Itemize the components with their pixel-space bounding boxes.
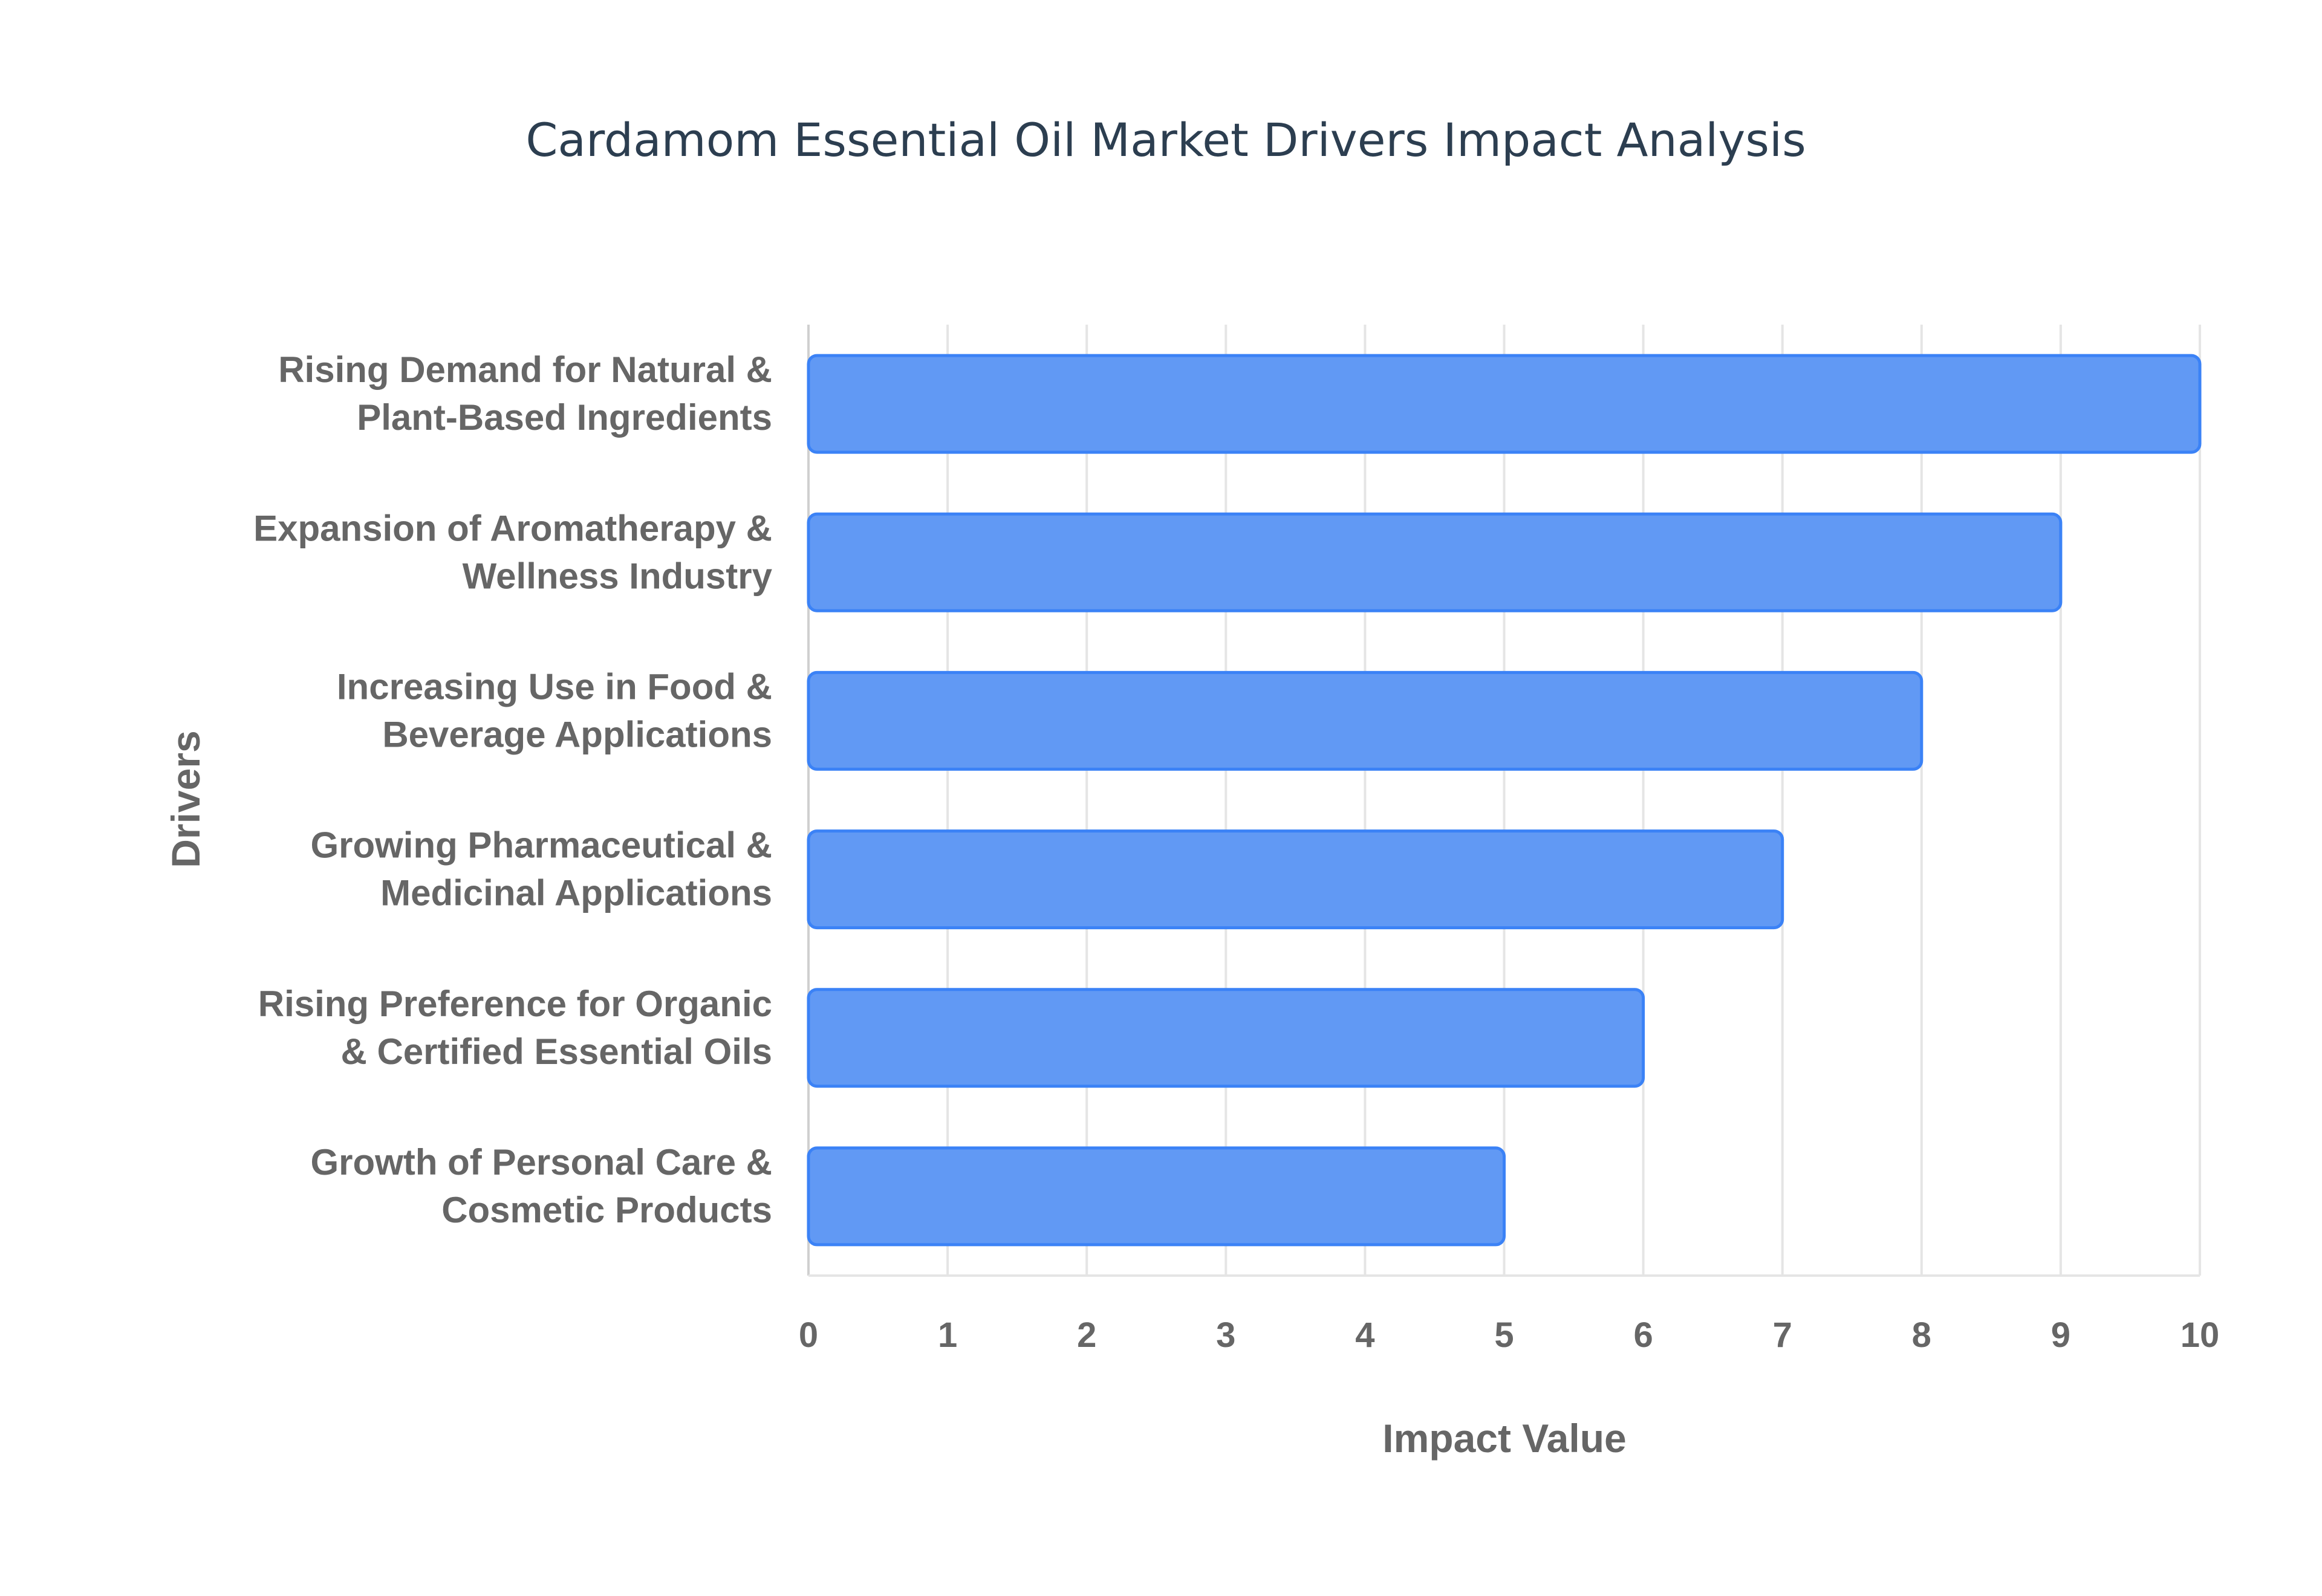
category-label: Plant-Based Ingredients — [357, 397, 772, 438]
bar — [807, 829, 1784, 930]
x-tick-label: 5 — [1494, 1315, 1514, 1355]
category-label: Growing Pharmaceutical & — [310, 825, 772, 866]
category-label: Growth of Personal Care & — [311, 1142, 772, 1182]
bar — [807, 512, 2063, 612]
bar — [807, 354, 2202, 454]
bar — [807, 1146, 1506, 1247]
category-label: Expansion of Aromatherapy & — [253, 508, 772, 548]
grid — [807, 325, 2201, 1277]
category-label: Wellness Industry — [463, 556, 773, 596]
x-tick-label: 0 — [799, 1315, 818, 1355]
category-label: & Certified Essential Oils — [340, 1031, 772, 1072]
x-tick-label: 6 — [1633, 1315, 1653, 1355]
category-label: Rising Demand for Natural & — [278, 349, 772, 390]
y-axis-title: Drivers — [163, 730, 208, 868]
category-label: Beverage Applications — [382, 714, 772, 754]
x-tick-labels: 0 1 2 3 4 5 6 7 8 9 10 — [799, 1315, 2219, 1355]
x-tick-label: 4 — [1355, 1315, 1374, 1355]
x-axis-title: Impact Value — [1382, 1416, 1627, 1461]
bars — [807, 354, 2202, 1247]
x-tick-label: 2 — [1077, 1315, 1096, 1355]
x-tick-label: 7 — [1773, 1315, 1792, 1355]
x-tick-label: 8 — [1912, 1315, 1931, 1355]
x-tick-label: 3 — [1216, 1315, 1235, 1355]
bar — [807, 670, 1924, 771]
x-tick-label: 1 — [938, 1315, 957, 1355]
x-tick-label: 10 — [2181, 1315, 2220, 1355]
category-label: Rising Preference for Organic — [258, 984, 772, 1024]
category-label: Increasing Use in Food & — [337, 666, 772, 707]
x-tick-label: 9 — [2051, 1315, 2070, 1355]
category-labels: Rising Demand for Natural & Plant-Based I… — [253, 349, 773, 1230]
category-label: Cosmetic Products — [441, 1190, 772, 1230]
category-label: Medicinal Applications — [380, 873, 772, 913]
chart-title: Cardamom Essential Oil Market Drivers Im… — [525, 113, 1806, 167]
bar — [807, 988, 1645, 1088]
